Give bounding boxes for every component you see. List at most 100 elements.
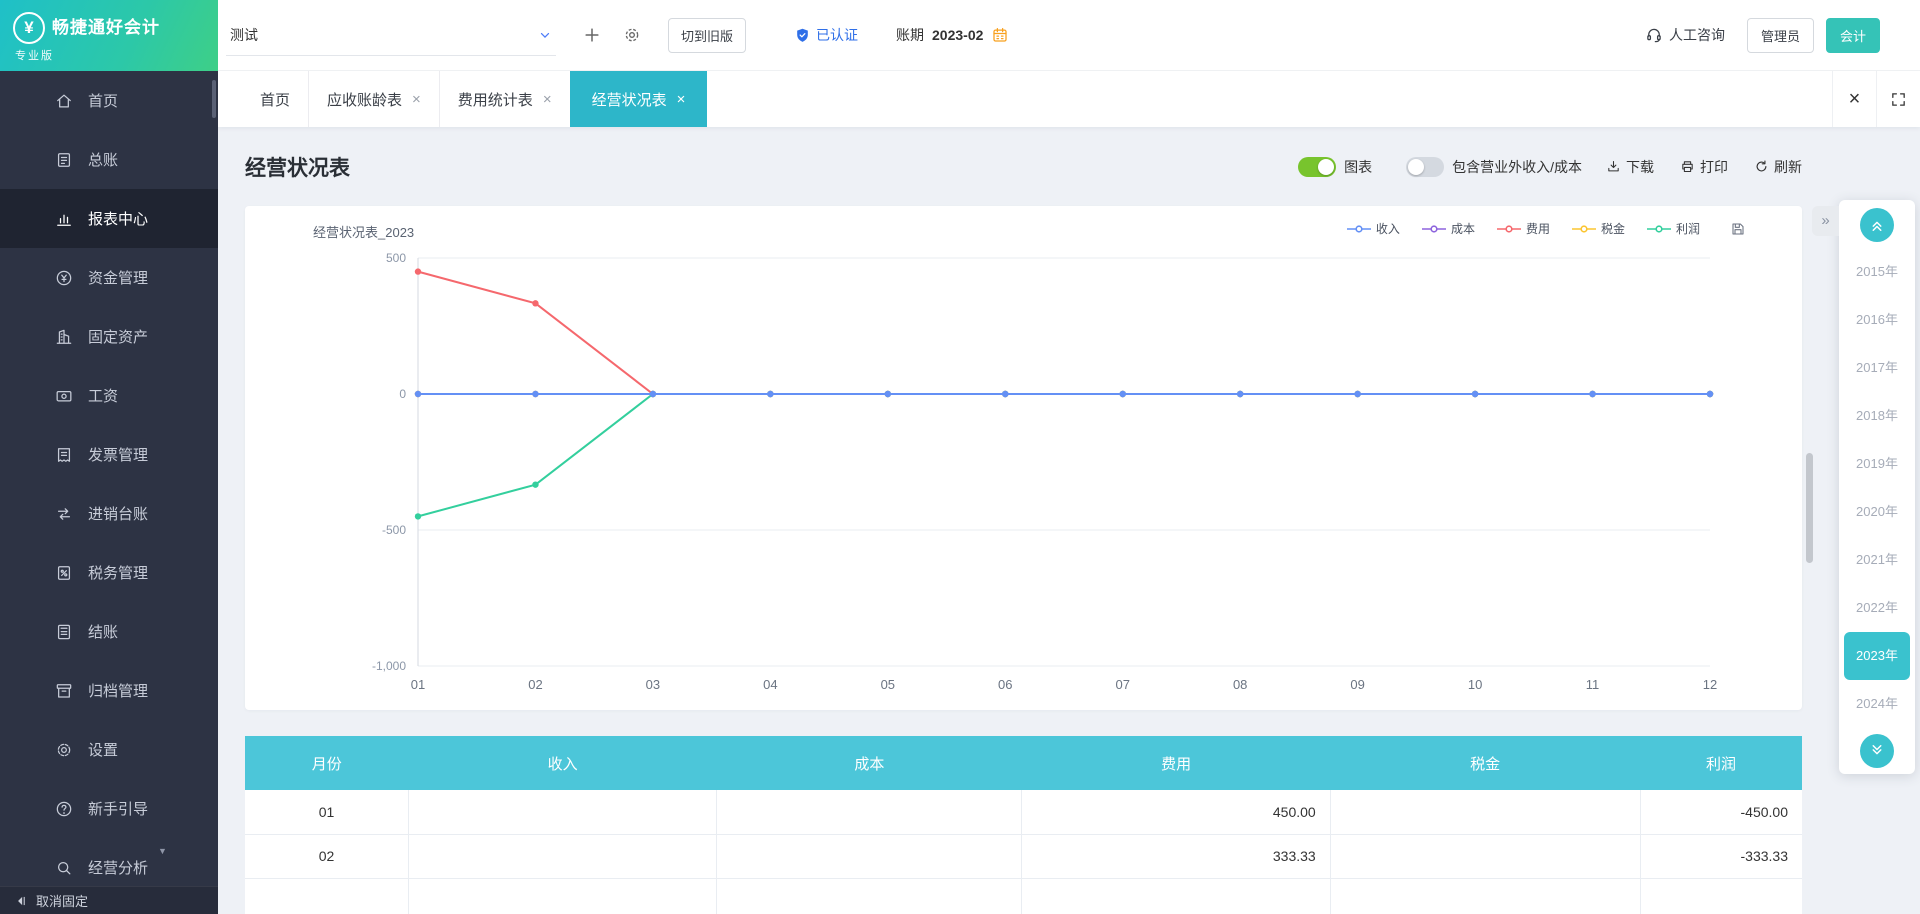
sidebar-item-label: 总账 xyxy=(88,152,119,169)
sidebar-item-2[interactable]: 报表中心 xyxy=(0,189,218,248)
table-row xyxy=(245,878,1802,914)
year-option-2024[interactable]: 2024年 xyxy=(1856,696,1898,711)
sidebar-item-4[interactable]: 固定资产 xyxy=(0,307,218,366)
sidebar-item-12[interactable]: 新手引导 xyxy=(0,779,218,838)
close-all-tabs-button[interactable]: × xyxy=(1832,71,1876,127)
year-option-2019[interactable]: 2019年 xyxy=(1856,456,1898,471)
period-label: 账期 xyxy=(896,27,925,43)
app-logo[interactable]: ¥ 畅捷通好会计 专业版 xyxy=(0,0,218,71)
include-nonoperating-toggle[interactable] xyxy=(1406,156,1445,177)
legend-item-成本[interactable]: 成本 xyxy=(1421,220,1475,237)
close-tab-icon[interactable]: × xyxy=(676,90,686,108)
sidebar-item-11[interactable]: 设置 xyxy=(0,720,218,779)
sidebar-item-10[interactable]: 归档管理 xyxy=(0,661,218,720)
tab-1[interactable]: 应收账龄表 × xyxy=(308,71,439,127)
scroll-years-up-button[interactable] xyxy=(1860,208,1894,242)
sidebar-more-icon[interactable]: ▼ xyxy=(158,846,167,856)
chart-toggle[interactable] xyxy=(1298,156,1337,177)
sidebar-item-label: 进销台账 xyxy=(88,506,149,523)
year-option-2016[interactable]: 2016年 xyxy=(1856,312,1898,327)
year-option-2023[interactable]: 2023年 xyxy=(1844,632,1910,680)
scroll-years-down-button[interactable] xyxy=(1860,734,1894,768)
inout-icon xyxy=(54,504,74,524)
add-button[interactable] xyxy=(582,25,602,45)
chart-legend: 收入 成本 费用 税金 利润 xyxy=(1346,220,1746,237)
sidebar: ¥ 畅捷通好会计 专业版 首页总账报表中心 资金管理 固定资产工资发票管理进销台账税… xyxy=(0,0,218,914)
table-row[interactable]: 02 333.33 -333.33 xyxy=(245,834,1802,879)
unpin-sidebar-button[interactable]: 取消固定 xyxy=(0,886,218,914)
year-option-2022[interactable]: 2022年 xyxy=(1856,600,1898,615)
calendar-icon[interactable] xyxy=(991,26,1009,44)
year-option-2020[interactable]: 2020年 xyxy=(1856,504,1898,519)
year-option-2017[interactable]: 2017年 xyxy=(1856,360,1898,375)
cell-value: -333.33 xyxy=(1640,834,1802,879)
tab-label: 应收账龄表 xyxy=(327,91,403,109)
sidebar-item-9[interactable]: 结账 xyxy=(0,602,218,661)
fund-icon xyxy=(54,268,74,288)
sidebar-item-13[interactable]: 经营分析 xyxy=(0,838,218,886)
account-set-value: 测试 xyxy=(230,26,258,43)
year-option-2021[interactable]: 2021年 xyxy=(1856,552,1898,567)
sidebar-nav: 首页总账报表中心 资金管理 固定资产工资发票管理进销台账税务管理 结账 归档管理 设置 新手… xyxy=(0,71,218,886)
tab-0[interactable]: 首页 xyxy=(242,71,308,127)
sidebar-item-6[interactable]: 发票管理 xyxy=(0,425,218,484)
svg-text:11: 11 xyxy=(1586,677,1600,692)
period-value[interactable]: 2023-02 xyxy=(932,27,984,43)
unpin-icon xyxy=(14,894,28,908)
cell-value xyxy=(1330,834,1641,879)
legend-item-税金[interactable]: 税金 xyxy=(1571,220,1625,237)
certified-badge[interactable]: 已认证 xyxy=(794,25,858,45)
support-link[interactable]: 人工咨询 xyxy=(1645,25,1725,45)
download-button[interactable]: 下载 xyxy=(1606,157,1654,177)
double-chevron-up-icon xyxy=(1872,221,1882,231)
chart-svg[interactable]: 500 0 -500 -1,000 01 02 03 04 05 06 07 08 09 10 11 12 xyxy=(245,206,1802,710)
svg-text:01: 01 xyxy=(411,677,425,692)
svg-text:0: 0 xyxy=(399,387,406,401)
sidebar-item-3[interactable]: 资金管理 xyxy=(0,248,218,307)
svg-text:09: 09 xyxy=(1350,677,1364,692)
column-header-成本: 成本 xyxy=(716,736,1022,790)
cell-value xyxy=(716,834,1023,879)
close-tab-icon[interactable]: × xyxy=(542,90,552,108)
fullscreen-icon xyxy=(1892,92,1905,106)
save-image-icon[interactable] xyxy=(1730,221,1746,237)
sidebar-item-label: 首页 xyxy=(88,93,119,110)
accountant-button[interactable]: 会计 xyxy=(1825,17,1880,53)
gear-icon xyxy=(54,740,74,760)
legend-item-利润[interactable]: 利润 xyxy=(1646,220,1700,237)
year-option-2018[interactable]: 2018年 xyxy=(1856,408,1898,423)
content-scrollbar[interactable] xyxy=(1806,453,1813,563)
invoice-icon xyxy=(54,445,74,465)
sidebar-scrollbar[interactable] xyxy=(212,80,216,118)
refresh-button[interactable]: 刷新 xyxy=(1754,157,1802,177)
sidebar-item-0[interactable]: 首页 xyxy=(0,71,218,130)
year-option-2015[interactable]: 2015年 xyxy=(1856,264,1898,279)
svg-text:07: 07 xyxy=(1115,677,1129,692)
sidebar-item-5[interactable]: 工资 xyxy=(0,366,218,425)
sidebar-item-8[interactable]: 税务管理 xyxy=(0,543,218,602)
sidebar-item-label: 工资 xyxy=(88,388,119,405)
tab-2[interactable]: 费用统计表 × xyxy=(438,71,570,127)
salary-icon xyxy=(54,386,74,406)
admin-button[interactable]: 管理员 xyxy=(1746,17,1814,53)
collapse-year-panel-button[interactable]: » xyxy=(1812,206,1839,236)
table-row[interactable]: 01 450.00 -450.00 xyxy=(245,790,1802,835)
sidebar-item-1[interactable]: 总账 xyxy=(0,130,218,189)
fullscreen-button[interactable] xyxy=(1876,71,1920,127)
legend-item-收入[interactable]: 收入 xyxy=(1346,220,1400,237)
legend-item-费用[interactable]: 费用 xyxy=(1496,220,1550,237)
svg-text:04: 04 xyxy=(763,677,777,692)
tab-label: 首页 xyxy=(260,91,291,109)
close-tab-icon[interactable]: × xyxy=(412,90,421,108)
sidebar-item-label: 发票管理 xyxy=(88,447,149,464)
archive-icon xyxy=(54,681,74,701)
settings-gear-button[interactable] xyxy=(622,25,642,45)
cell-value: 450.00 xyxy=(1021,790,1331,835)
sidebar-item-7[interactable]: 进销台账 xyxy=(0,484,218,543)
year-selector-panel: 2015年 2016年 2017年 2018年 2019年 2020年 2021年 2022年… xyxy=(1839,200,1915,774)
print-button[interactable]: 打印 xyxy=(1680,157,1728,177)
column-header-利润: 利润 xyxy=(1640,736,1802,790)
account-set-select[interactable]: 测试 xyxy=(226,14,556,56)
tab-3[interactable]: 经营状况表 × xyxy=(569,71,708,127)
switch-old-version-button[interactable]: 切到旧版 xyxy=(668,17,747,53)
